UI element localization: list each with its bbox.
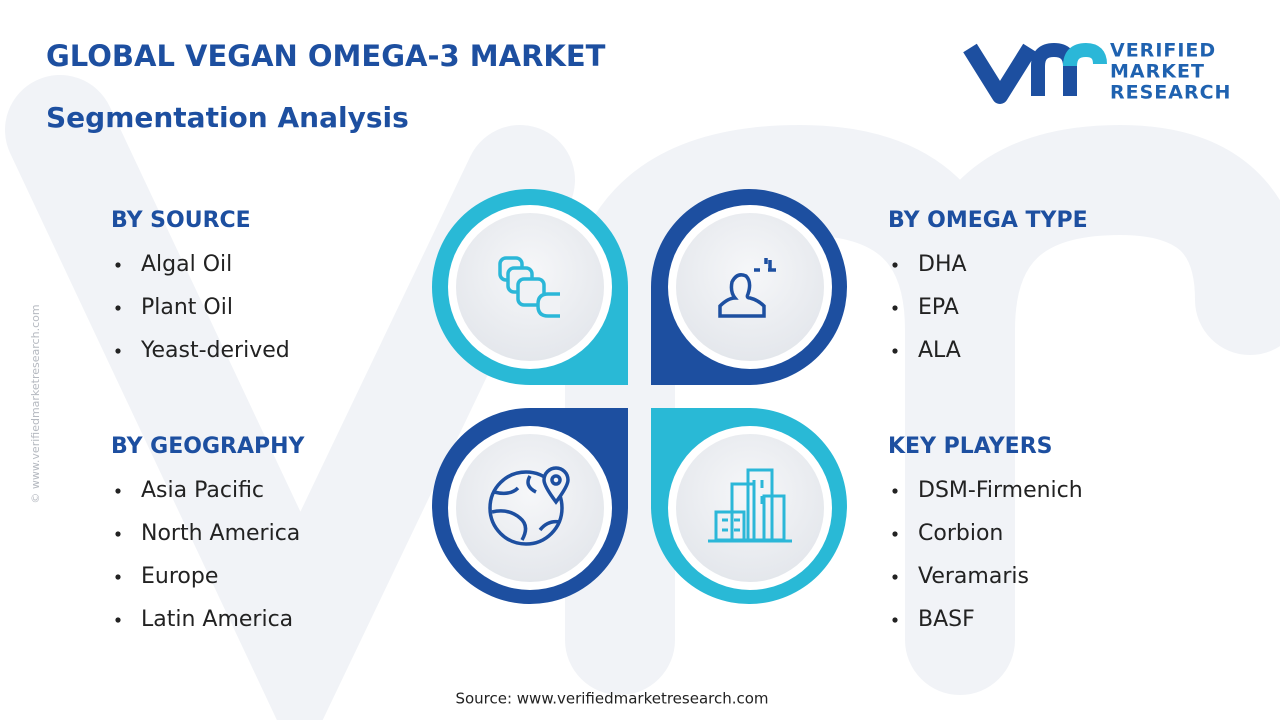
side-text: © www.verifiedmarketresearch.com <box>29 304 42 503</box>
segment-item: DSM-Firmenich <box>918 478 1083 503</box>
bullet <box>115 617 121 623</box>
bullet <box>892 488 898 494</box>
bullet <box>892 531 898 537</box>
icon-players <box>708 468 792 543</box>
segment-item: Latin America <box>141 607 293 632</box>
segment-item: Plant Oil <box>141 295 233 320</box>
icon-omega <box>718 258 776 318</box>
segment-item: EPA <box>918 295 959 320</box>
logo: VERIFIED MARKET RESEARCH <box>963 40 1231 104</box>
bullet <box>892 574 898 580</box>
bullet <box>115 574 121 580</box>
bullet <box>892 262 898 268</box>
bullet <box>892 617 898 623</box>
icon-geography <box>488 466 570 546</box>
title: GLOBAL VEGAN OMEGA-3 MARKET <box>46 39 606 73</box>
bullet <box>892 348 898 354</box>
bullet <box>115 531 121 537</box>
bullet <box>115 262 121 268</box>
segment-title: BY OMEGA TYPE <box>888 208 1088 233</box>
segment-item: North America <box>141 521 300 546</box>
segment-item: ALA <box>918 338 961 363</box>
bullet <box>892 305 898 311</box>
source: Source: www.verifiedmarketresearch.com <box>455 690 768 708</box>
logo-text: MARKET <box>1110 61 1205 83</box>
bullet <box>115 488 121 494</box>
segment-item: DHA <box>918 252 967 277</box>
petals <box>432 189 847 604</box>
subtitle: Segmentation Analysis <box>46 101 409 134</box>
segment-item: Yeast-derived <box>140 338 290 363</box>
segment-title: BY GEOGRAPHY <box>111 434 306 459</box>
bullet <box>115 305 121 311</box>
segment-title: BY SOURCE <box>111 208 251 233</box>
segment-title: KEY PLAYERS <box>888 434 1052 459</box>
logo-text: RESEARCH <box>1110 82 1231 104</box>
segment-item: Corbion <box>918 521 1003 546</box>
icon-source <box>498 256 560 318</box>
bullet <box>115 348 121 354</box>
segment-item: Europe <box>141 564 218 589</box>
segment-item: Veramaris <box>918 564 1029 589</box>
segment-item: Asia Pacific <box>141 478 264 503</box>
segment-item: BASF <box>918 607 975 632</box>
logo-text: VERIFIED <box>1110 40 1216 62</box>
segment-item: Algal Oil <box>141 252 232 277</box>
